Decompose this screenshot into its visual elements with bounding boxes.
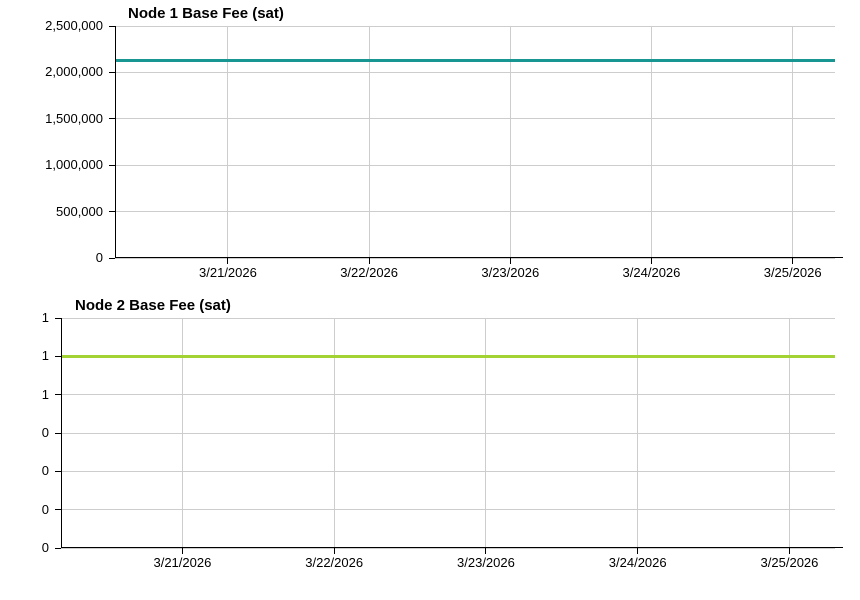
x-tick-mark [227,258,229,264]
y-tick-mark [55,355,61,357]
y-tick-mark [55,470,61,472]
h-gridline [115,211,835,213]
v-gridline [181,318,183,548]
x-tick-mark [485,548,487,554]
y-tick-mark [109,25,115,27]
y-tick-label: 2,500,000 [45,18,103,33]
y-tick-label: 0 [41,425,49,440]
y-tick-mark [109,164,115,166]
y-axis-line [115,26,116,258]
y-tick-mark [109,71,115,73]
x-tick-label: 3/25/2026 [760,555,819,570]
y-tick-label: 1,000,000 [45,157,103,173]
y-tick-label: 2,000,000 [45,64,103,80]
h-gridline [61,317,835,319]
y-tick-label: 1,500,000 [45,110,103,126]
v-gridline [637,318,639,548]
h-gridline [115,257,835,259]
series-line-node-1-base-fee [115,58,835,62]
y-tick-label: 0 [41,540,49,555]
y-tick-label: 1 [41,348,49,364]
x-tick-mark [788,548,790,554]
v-gridline [509,26,511,258]
series-line-node-2-base-fee [61,354,835,358]
node1-chart-plot-area: 0 500,000 1,000,000 1,500,000 2,000,000 2,500… [45,18,843,280]
y-tick-label: 1 [41,386,49,402]
x-tick-label: 3/25/2026 [763,265,822,280]
h-gridline [61,432,835,434]
y-tick-mark [109,257,115,259]
node2-chart-plot-area: 0 0 0 0 1 1 1 3/21/2026 3/22/2026 3/23/2026 3/24/2… [42,310,843,570]
y-tick-label: 0 [95,250,103,265]
v-gridline [485,318,487,548]
x-axis-line [115,257,843,258]
x-tick-label: 3/23/2026 [457,555,515,570]
y-tick-label: 0 [41,463,49,479]
x-tick-mark [333,548,335,554]
h-gridline [61,509,835,511]
y-tick-label: 1 [41,310,49,325]
x-axis-line [61,547,843,548]
v-gridline [788,318,790,548]
h-gridline [115,25,835,27]
x-tick-mark [181,548,183,554]
h-gridline [61,394,835,396]
y-tick-mark [109,118,115,120]
y-tick-mark [109,211,115,213]
x-tick-label: 3/24/2026 [622,265,681,280]
h-gridline [61,470,835,472]
v-gridline [792,26,794,258]
x-tick-mark [637,548,639,554]
v-gridline [650,26,652,258]
h-gridline [115,164,835,166]
x-tick-mark [792,258,794,264]
y-tick-mark [55,547,61,549]
v-gridline [227,26,229,258]
h-gridline [115,71,835,73]
x-tick-label: 3/21/2026 [199,265,257,280]
x-tick-mark [509,258,511,264]
y-tick-mark [55,432,61,434]
node2-chart-title: Node 2 Base Fee (sat) [75,297,231,314]
x-tick-mark [650,258,652,264]
x-tick-label: 3/23/2026 [481,265,540,280]
x-tick-label: 3/21/2026 [153,555,212,570]
x-tick-label: 3/22/2026 [340,265,399,280]
x-tick-mark [368,258,370,264]
v-gridline [368,26,370,258]
x-tick-label: 3/24/2026 [608,555,667,570]
h-gridline [61,547,835,549]
y-tick-mark [55,317,61,319]
x-tick-label: 3/22/2026 [305,555,364,570]
y-axis-line [61,318,62,548]
y-tick-label: 500,000 [56,203,103,219]
y-tick-mark [55,509,61,511]
h-gridline [115,118,835,120]
y-tick-mark [55,394,61,396]
y-tick-label: 0 [41,501,49,517]
node1-chart-title: Node 1 Base Fee (sat) [128,5,284,22]
v-gridline [333,318,335,548]
